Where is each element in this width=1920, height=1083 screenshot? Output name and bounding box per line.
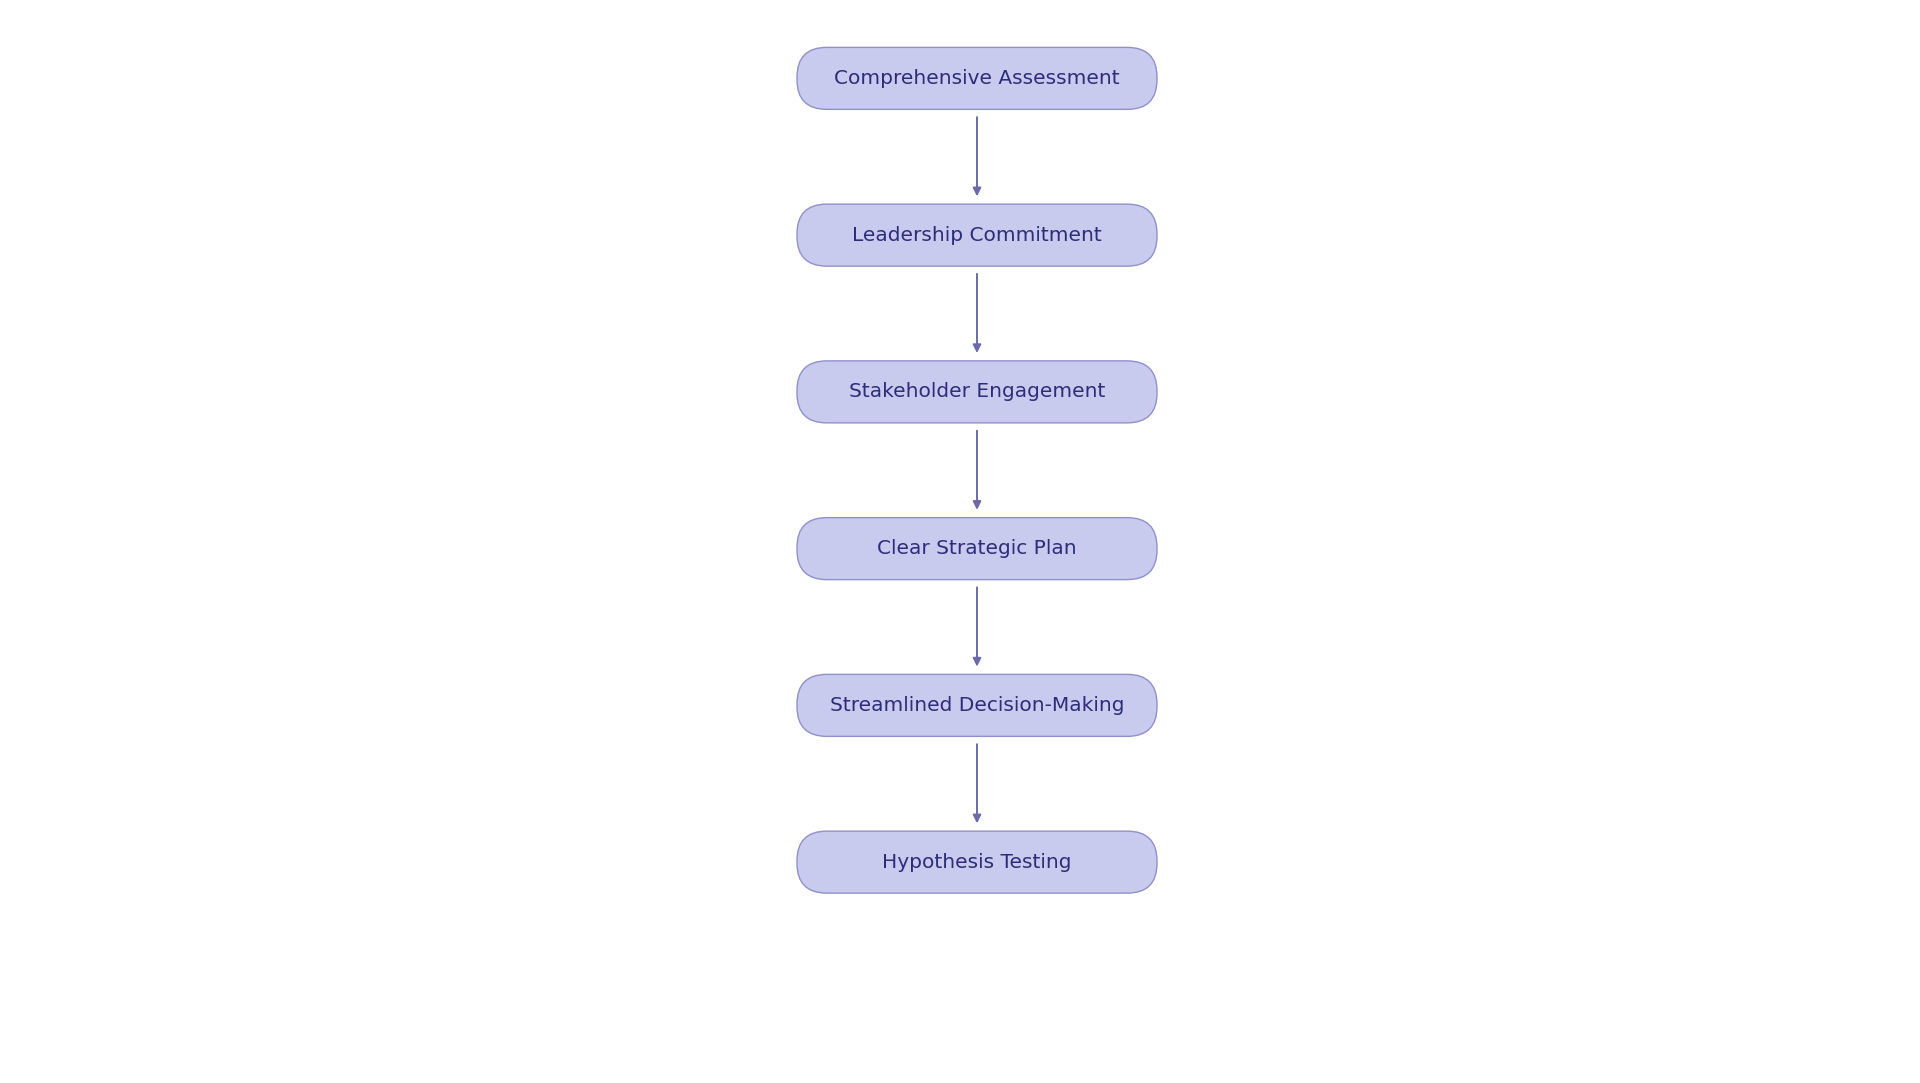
- Text: Stakeholder Engagement: Stakeholder Engagement: [849, 382, 1106, 402]
- FancyBboxPatch shape: [797, 361, 1158, 422]
- FancyBboxPatch shape: [797, 48, 1158, 109]
- FancyBboxPatch shape: [797, 831, 1158, 893]
- FancyBboxPatch shape: [797, 204, 1158, 266]
- Text: Streamlined Decision-Making: Streamlined Decision-Making: [829, 696, 1125, 715]
- FancyBboxPatch shape: [797, 518, 1158, 579]
- Text: Leadership Commitment: Leadership Commitment: [852, 225, 1102, 245]
- Text: Clear Strategic Plan: Clear Strategic Plan: [877, 539, 1077, 558]
- FancyBboxPatch shape: [797, 675, 1158, 736]
- Text: Comprehensive Assessment: Comprehensive Assessment: [833, 69, 1119, 88]
- Text: Hypothesis Testing: Hypothesis Testing: [883, 852, 1071, 872]
